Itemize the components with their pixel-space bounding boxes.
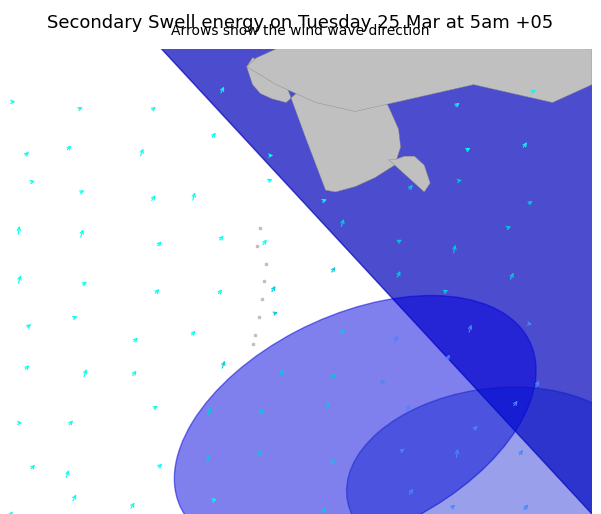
Ellipse shape: [174, 296, 536, 514]
Wedge shape: [148, 0, 601, 514]
Text: Secondary Swell energy on Tuesday 25 Mar at 5am +05: Secondary Swell energy on Tuesday 25 Mar…: [47, 14, 554, 32]
Text: Arrows show the wind wave direction: Arrows show the wind wave direction: [171, 24, 430, 38]
Polygon shape: [389, 156, 430, 192]
Ellipse shape: [347, 387, 601, 514]
Polygon shape: [246, 49, 592, 112]
Polygon shape: [246, 58, 401, 192]
